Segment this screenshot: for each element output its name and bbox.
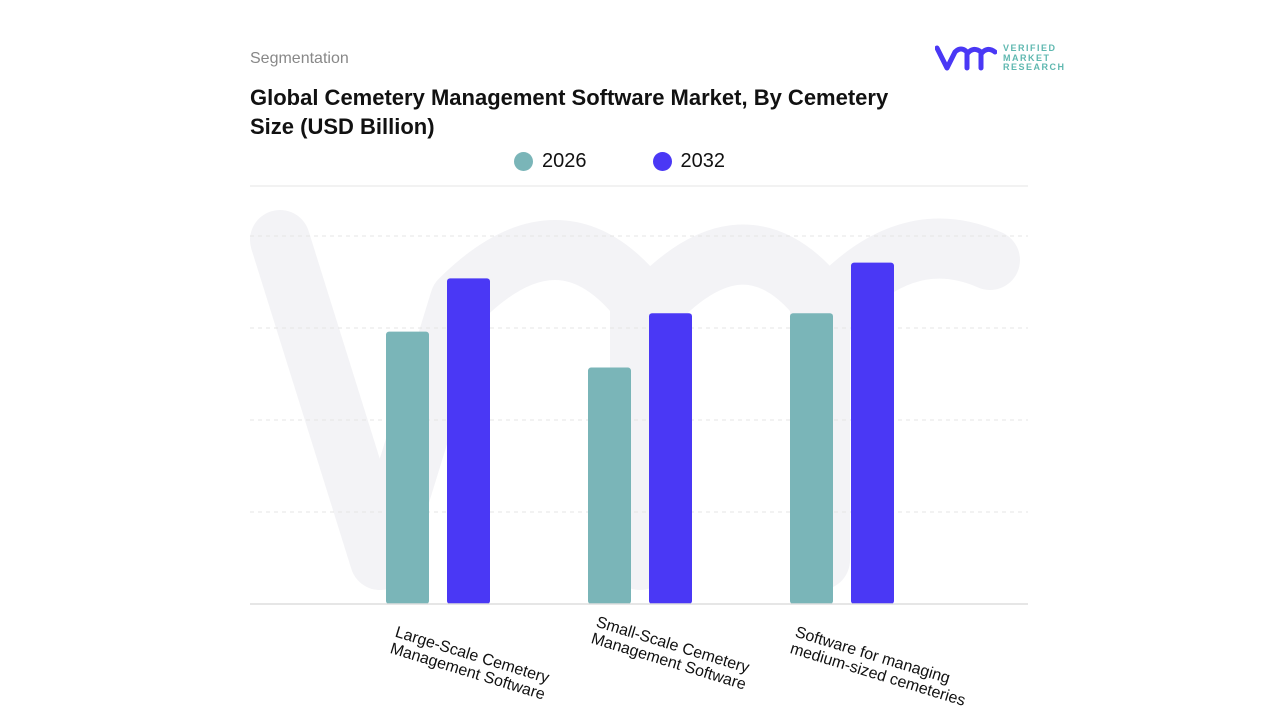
vmr-logo-mark	[935, 45, 997, 71]
vmr-logo-text: VERIFIED MARKET RESEARCH	[1003, 43, 1066, 72]
bar-2026-0	[386, 331, 429, 604]
legend-label: 2032	[680, 150, 726, 172]
legend-swatch	[514, 152, 533, 171]
vmr-logo: VERIFIED MARKET RESEARCH	[935, 43, 1066, 73]
bar-2032-0	[447, 278, 490, 604]
legend-item-2032: 2032	[652, 150, 726, 173]
legend: 2026 2032	[514, 150, 725, 173]
legend-item-2026: 2026	[514, 150, 587, 173]
segment-label: Segmentation	[250, 50, 349, 67]
legend-swatch	[652, 152, 672, 171]
bar-2026-2	[790, 313, 833, 604]
bar-2026-1	[588, 367, 631, 604]
legend-label: 2026	[542, 150, 587, 172]
chart-title: Global Cemetery Management Software Mark…	[250, 85, 889, 139]
bar-2032-1	[649, 313, 692, 604]
bar-2032-2	[851, 262, 894, 604]
